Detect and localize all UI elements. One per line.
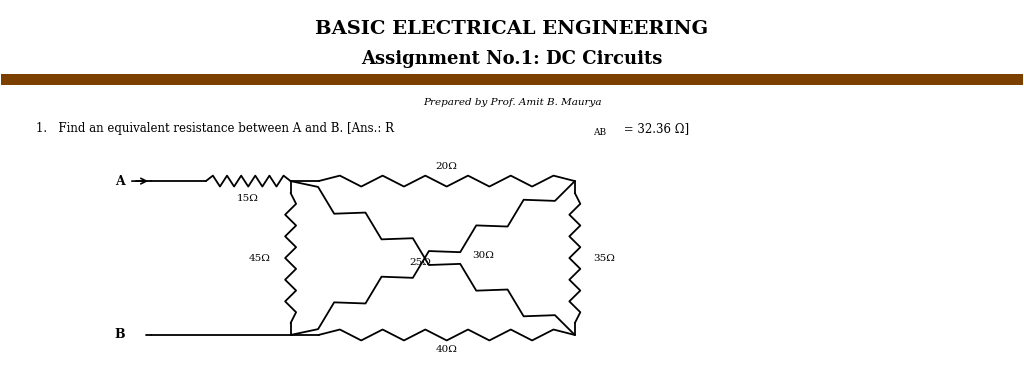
Text: 20Ω: 20Ω (436, 162, 458, 171)
Text: 30Ω: 30Ω (472, 251, 494, 260)
FancyBboxPatch shape (1, 74, 1023, 85)
Text: 25Ω: 25Ω (410, 259, 432, 267)
Text: 15Ω: 15Ω (238, 194, 259, 203)
Text: Prepared by Prof. Amit B. Maurya: Prepared by Prof. Amit B. Maurya (423, 98, 601, 107)
Text: A: A (116, 174, 125, 188)
Text: 1.   Find an equivalent resistance between A and B. [Ans.: R: 1. Find an equivalent resistance between… (36, 122, 394, 135)
Text: = 32.36 Ω]: = 32.36 Ω] (620, 122, 689, 135)
Text: AB: AB (593, 129, 606, 137)
Text: 35Ω: 35Ω (593, 254, 614, 262)
Text: B: B (115, 328, 125, 342)
Text: Assignment No.1: DC Circuits: Assignment No.1: DC Circuits (361, 50, 663, 68)
Text: 40Ω: 40Ω (436, 345, 458, 354)
Text: 45Ω: 45Ω (249, 254, 270, 262)
Text: BASIC ELECTRICAL ENGINEERING: BASIC ELECTRICAL ENGINEERING (315, 20, 709, 38)
